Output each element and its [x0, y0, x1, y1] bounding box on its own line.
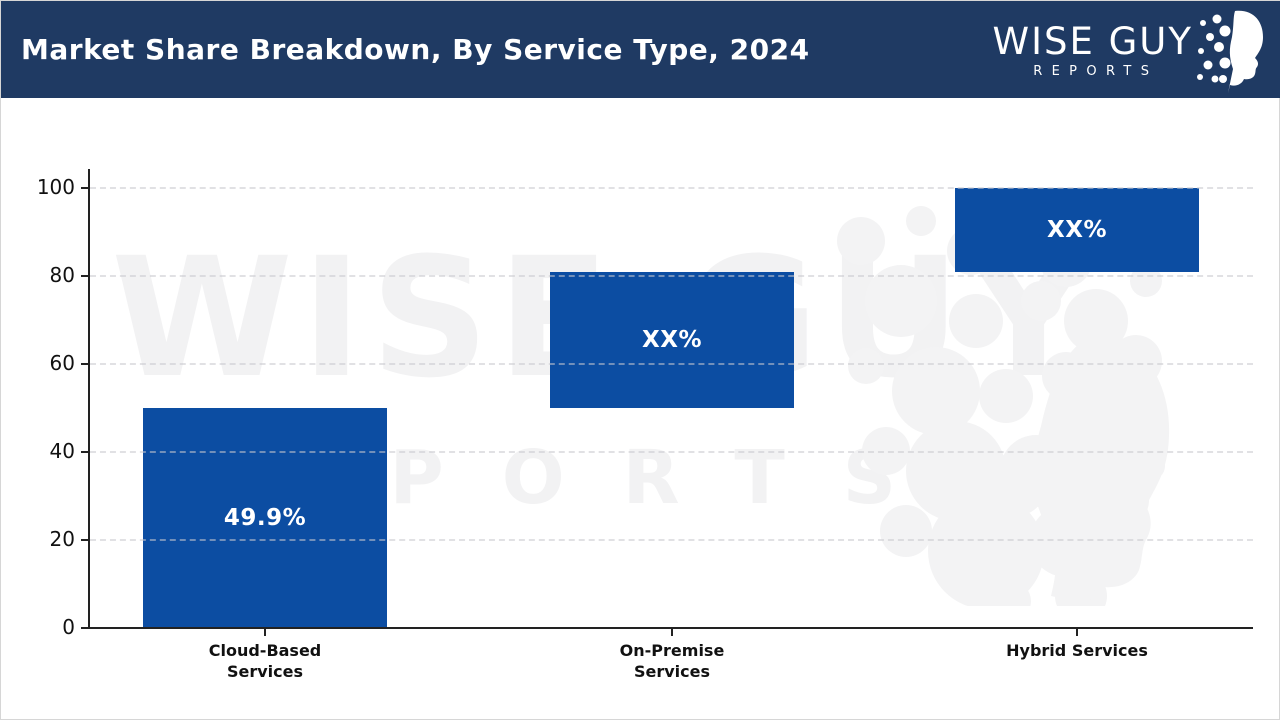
- y-tick-mark: [81, 539, 88, 541]
- logo: WISE GUY REPORTS: [993, 9, 1267, 93]
- y-tick-label: 100: [36, 175, 75, 199]
- y-tick-label: 60: [49, 351, 75, 375]
- y-tick-mark: [81, 451, 88, 453]
- logo-head-icon: [1197, 10, 1263, 93]
- bar-2: XX%: [550, 271, 794, 408]
- bar-value-label: XX%: [1046, 216, 1107, 243]
- x-tick-mark: [671, 629, 673, 636]
- y-axis-line: [88, 169, 90, 629]
- y-tick-label: 80: [49, 263, 75, 287]
- y-tick-mark: [81, 363, 88, 365]
- page-title: Market Share Breakdown, By Service Type,…: [21, 33, 810, 66]
- x-axis-label: Hybrid Services: [1006, 641, 1148, 660]
- header: Market Share Breakdown, By Service Type,…: [1, 1, 1280, 98]
- y-tick-label: 0: [62, 615, 75, 639]
- y-tick-mark: [81, 187, 88, 189]
- y-tick-mark: [81, 275, 88, 277]
- x-axis-label: Cloud-Based Services: [208, 641, 322, 681]
- y-tick-mark: [81, 627, 88, 629]
- bar-value-label: XX%: [641, 326, 702, 353]
- y-tick-label: 40: [49, 439, 75, 463]
- bar-3: XX%: [955, 188, 1199, 272]
- logo-wordmark: WISE GUY: [992, 20, 1193, 64]
- y-tick-label: 20: [49, 527, 75, 551]
- bar-value-label: 49.9%: [223, 505, 307, 532]
- x-axis-label: On-Premise Services: [619, 641, 725, 681]
- x-tick-mark: [1076, 629, 1078, 636]
- bar-1: 49.9%: [143, 408, 387, 628]
- logo-reports-label: REPORTS: [1033, 63, 1159, 79]
- x-tick-mark: [264, 629, 266, 636]
- x-axis-line: [88, 627, 1253, 629]
